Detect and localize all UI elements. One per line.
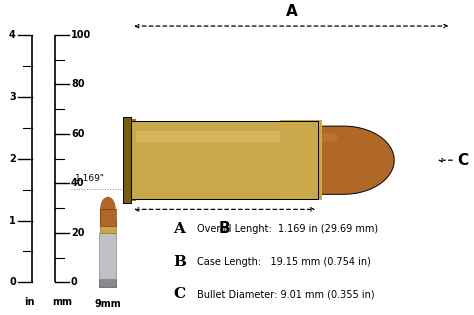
Text: C: C [173, 287, 185, 301]
Bar [123, 117, 131, 203]
Text: B: B [219, 221, 230, 236]
Text: C: C [457, 153, 468, 168]
Text: B: B [173, 255, 186, 269]
Text: 2: 2 [9, 154, 16, 164]
Text: in: in [24, 297, 35, 307]
Text: 0: 0 [9, 278, 16, 287]
Bar [131, 122, 318, 199]
Text: Case Length:   19.15 mm (0.754 in): Case Length: 19.15 mm (0.754 in) [197, 256, 371, 266]
Text: Overoll Lenght:  1.169 in (29.69 mm): Overoll Lenght: 1.169 in (29.69 mm) [197, 224, 378, 234]
Text: A: A [285, 3, 297, 19]
Text: 60: 60 [71, 129, 84, 139]
Text: 3: 3 [9, 92, 16, 102]
Bar [100, 209, 116, 226]
Bar [123, 117, 131, 203]
Text: 1.169": 1.169" [75, 174, 105, 183]
Text: 4: 4 [9, 30, 16, 40]
Bar [100, 233, 117, 279]
Bar [100, 221, 116, 233]
Text: mm: mm [52, 297, 72, 307]
Text: 80: 80 [71, 79, 85, 89]
Bar [100, 209, 116, 226]
Text: 9mm: 9mm [94, 299, 121, 309]
Polygon shape [281, 126, 394, 194]
Ellipse shape [100, 197, 116, 221]
Text: 100: 100 [71, 30, 91, 40]
Text: 1: 1 [9, 215, 16, 226]
Text: 40: 40 [71, 179, 84, 188]
Text: 0: 0 [71, 278, 78, 287]
Text: 20: 20 [71, 228, 84, 238]
Text: Bullet Diameter: 9.01 mm (0.355 in): Bullet Diameter: 9.01 mm (0.355 in) [197, 289, 374, 299]
Text: A: A [173, 222, 185, 236]
Bar [131, 119, 136, 201]
Bar [100, 279, 117, 287]
Bar [280, 120, 322, 200]
